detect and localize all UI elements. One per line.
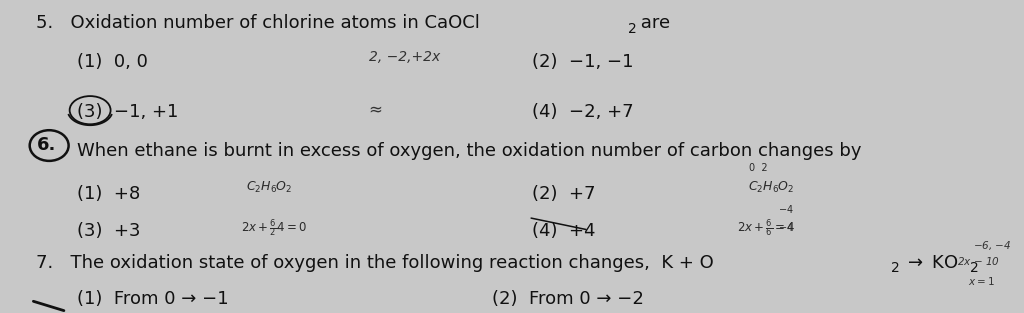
Text: 2x $-$ 10: 2x $-$ 10: [957, 255, 1000, 267]
Text: $-$4: $-$4: [778, 203, 794, 215]
Text: 2: 2: [628, 22, 637, 36]
Text: $x=1$: $x=1$: [968, 275, 994, 287]
Text: $2x+\frac{6}{6}=4$: $2x+\frac{6}{6}=4$: [737, 218, 796, 239]
Text: 0  2: 0 2: [749, 163, 767, 173]
Text: (4)  +4: (4) +4: [532, 222, 596, 240]
Text: $-$6, $-$4: $-$6, $-$4: [973, 239, 1012, 253]
Text: 7.   The oxidation state of oxygen in the following reaction changes,  K + O: 7. The oxidation state of oxygen in the …: [36, 254, 714, 272]
Text: (3)  −1, +1: (3) −1, +1: [77, 103, 178, 121]
Text: ≈: ≈: [369, 100, 383, 118]
Text: (1)  +8: (1) +8: [77, 185, 140, 203]
Text: 2, −2,+2x: 2, −2,+2x: [369, 50, 440, 64]
Text: 6.: 6.: [37, 136, 56, 154]
Text: 5.   Oxidation number of chlorine atoms in CaOCl: 5. Oxidation number of chlorine atoms in…: [36, 14, 479, 32]
Text: (1)  From 0 → −1: (1) From 0 → −1: [77, 290, 228, 308]
Text: (4)  −2, +7: (4) −2, +7: [532, 103, 634, 121]
Text: $-$4: $-$4: [778, 221, 794, 233]
Text: (3)  +3: (3) +3: [77, 222, 140, 240]
Text: When ethane is burnt in excess of oxygen, the oxidation number of carbon changes: When ethane is burnt in excess of oxygen…: [77, 142, 861, 161]
Text: (2)  From 0 → −2: (2) From 0 → −2: [492, 290, 643, 308]
Text: 2: 2: [970, 261, 979, 275]
Text: $2x+\frac{6}{2}4=0$: $2x+\frac{6}{2}4=0$: [241, 218, 307, 239]
Text: $C_2H_6O_2$: $C_2H_6O_2$: [748, 180, 794, 195]
Text: $\rightarrow$ KO: $\rightarrow$ KO: [898, 254, 958, 272]
Text: 2: 2: [891, 261, 900, 275]
Text: are: are: [635, 14, 670, 32]
Text: (1)  0, 0: (1) 0, 0: [77, 53, 147, 71]
Text: $C_2H_6O_2$: $C_2H_6O_2$: [246, 180, 292, 195]
Text: (2)  −1, −1: (2) −1, −1: [532, 53, 634, 71]
Text: (2)  +7: (2) +7: [532, 185, 596, 203]
